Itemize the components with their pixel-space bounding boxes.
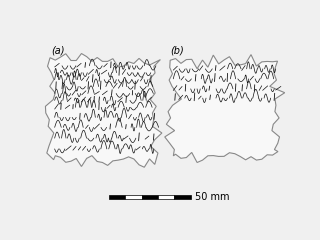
Polygon shape: [165, 55, 285, 162]
Text: (b): (b): [170, 46, 184, 56]
Bar: [174, 195, 191, 198]
Bar: [108, 195, 125, 198]
Text: 50 mm: 50 mm: [195, 192, 229, 202]
Text: (a): (a): [51, 46, 64, 56]
Bar: [158, 195, 174, 198]
Polygon shape: [45, 54, 162, 167]
Bar: [125, 195, 141, 198]
Bar: [141, 195, 158, 198]
